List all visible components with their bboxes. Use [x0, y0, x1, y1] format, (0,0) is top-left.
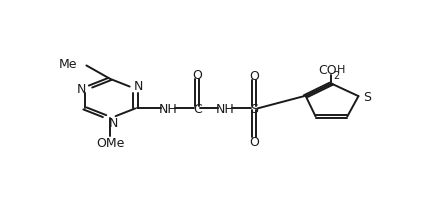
Text: N: N [134, 80, 143, 93]
Text: C: C [193, 102, 201, 115]
Text: N: N [109, 116, 118, 129]
Text: S: S [250, 102, 258, 115]
Text: OMe: OMe [96, 136, 124, 149]
Text: 2: 2 [333, 71, 340, 81]
Text: O: O [192, 69, 202, 82]
Text: O: O [249, 135, 259, 148]
Text: N: N [77, 83, 86, 96]
Text: O: O [249, 69, 259, 82]
Text: S: S [363, 90, 371, 103]
Text: Me: Me [59, 58, 77, 71]
Text: NH: NH [216, 102, 235, 115]
Text: CO: CO [318, 64, 337, 76]
Text: H: H [337, 65, 346, 75]
Text: NH: NH [159, 102, 178, 115]
